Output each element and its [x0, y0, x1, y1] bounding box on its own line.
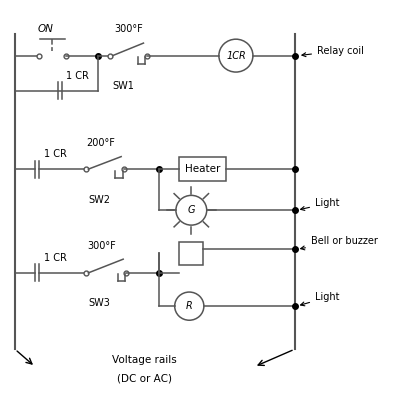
- Text: SW1: SW1: [112, 81, 134, 91]
- Text: 300°F: 300°F: [114, 24, 143, 34]
- Text: 300°F: 300°F: [88, 241, 116, 251]
- Text: 200°F: 200°F: [87, 138, 115, 148]
- Text: Relay coil: Relay coil: [302, 46, 364, 57]
- Text: 1 CR: 1 CR: [44, 149, 67, 159]
- Text: Heater: Heater: [185, 164, 220, 174]
- Text: SW2: SW2: [88, 195, 110, 204]
- Text: G: G: [187, 205, 195, 215]
- Text: SW3: SW3: [88, 298, 110, 308]
- Text: R: R: [186, 301, 193, 311]
- Text: ON: ON: [37, 24, 53, 34]
- Text: Voltage rails: Voltage rails: [112, 355, 177, 365]
- Text: Light: Light: [300, 198, 339, 210]
- Text: 1 CR: 1 CR: [44, 253, 67, 263]
- Text: Light: Light: [300, 292, 339, 306]
- Text: Bell or buzzer: Bell or buzzer: [301, 235, 378, 250]
- Text: 1 CR: 1 CR: [67, 71, 89, 81]
- Text: 1CR: 1CR: [226, 51, 246, 61]
- Text: (DC or AC): (DC or AC): [117, 374, 172, 384]
